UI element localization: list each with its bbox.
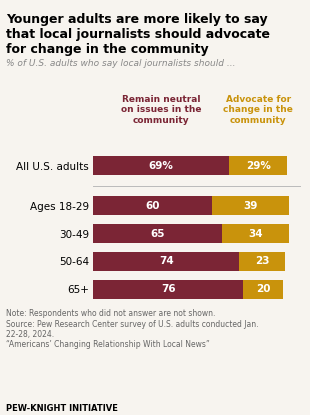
- Bar: [243, 280, 283, 299]
- Bar: [93, 196, 212, 215]
- Text: Note: Respondents who did not answer are not shown.
Source: Pew Research Center : Note: Respondents who did not answer are…: [6, 309, 259, 349]
- Text: 69%: 69%: [149, 161, 174, 171]
- Bar: [93, 156, 229, 175]
- Bar: [212, 196, 289, 215]
- Text: % of U.S. adults who say local journalists should ...: % of U.S. adults who say local journalis…: [6, 59, 236, 68]
- Text: 60: 60: [145, 201, 160, 211]
- Text: 29%: 29%: [246, 161, 271, 171]
- Text: 20: 20: [256, 284, 270, 294]
- Text: Advocate for
change in the
community: Advocate for change in the community: [223, 95, 293, 124]
- Text: 76: 76: [161, 284, 175, 294]
- Text: 39: 39: [243, 201, 257, 211]
- Bar: [229, 156, 287, 175]
- Text: Younger adults are more likely to say
that local journalists should advocate
for: Younger adults are more likely to say th…: [6, 13, 270, 56]
- Text: 34: 34: [248, 229, 263, 239]
- Bar: [222, 224, 289, 243]
- Text: PEW-KNIGHT INITIATIVE: PEW-KNIGHT INITIATIVE: [6, 404, 118, 413]
- Text: 23: 23: [255, 256, 269, 266]
- Bar: [93, 252, 239, 271]
- Bar: [239, 252, 285, 271]
- Text: 74: 74: [159, 256, 174, 266]
- Text: 65: 65: [150, 229, 165, 239]
- Bar: [93, 224, 222, 243]
- Text: Remain neutral
on issues in the
community: Remain neutral on issues in the communit…: [121, 95, 202, 124]
- Bar: [93, 280, 243, 299]
